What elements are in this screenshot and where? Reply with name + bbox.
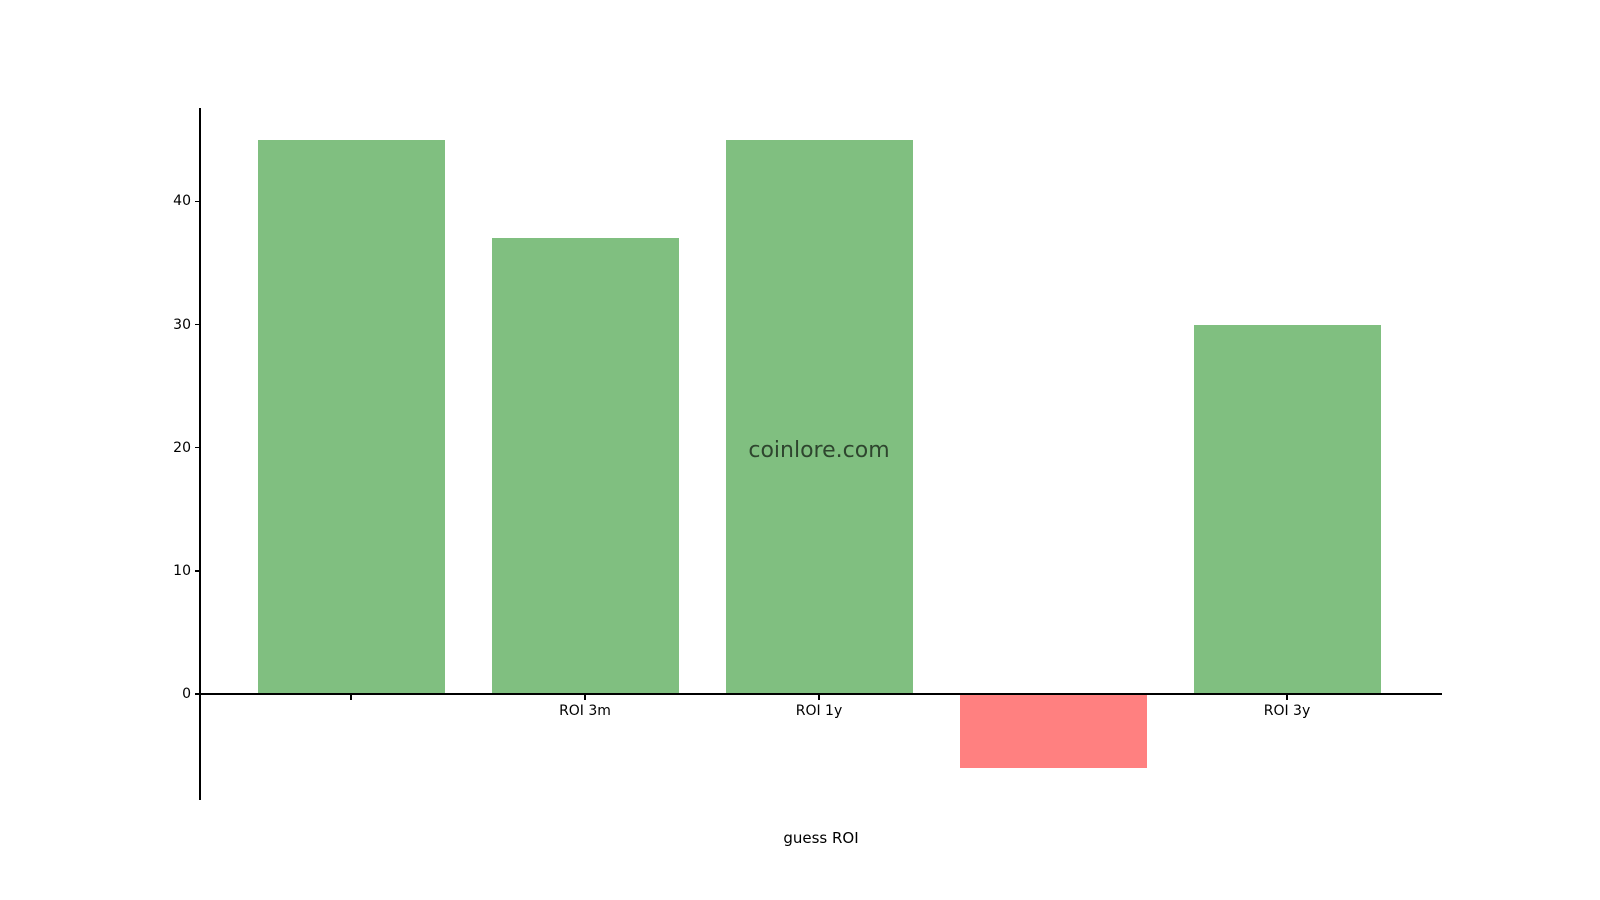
bar-series-0 [257,139,445,694]
bar-roi-3y [1193,324,1381,694]
x-axis-tick [350,694,352,700]
x-axis-title: guess ROI [783,829,859,847]
y-axis-tick [195,693,200,695]
y-axis-spine [199,108,201,800]
y-axis-tick-label: 40 [173,193,191,210]
bar-roi-3m [491,238,679,694]
y-axis-tick-label: 0 [182,686,191,702]
x-axis-tick-label: ROI 3y [1263,703,1311,719]
y-axis-tick [195,200,200,203]
watermark: coinlore.com [748,438,890,463]
x-axis-tick [818,694,820,700]
y-axis-tick-label: 20 [173,439,191,456]
x-axis-tick-label: ROI 1y [795,703,843,719]
y-axis-tick [195,570,200,572]
bar-roi-1y [725,139,913,694]
x-axis-zero-line [200,693,1442,695]
x-axis-tick [1286,694,1288,700]
y-axis-tick-label: 10 [173,562,191,579]
y-axis-tick-label: 30 [173,316,191,333]
bar-series-3 [959,694,1147,768]
x-axis-tick-label: ROI 3m [559,703,611,719]
y-axis-tick [195,323,200,326]
x-axis-tick [584,694,586,700]
y-axis-tick [195,447,200,449]
